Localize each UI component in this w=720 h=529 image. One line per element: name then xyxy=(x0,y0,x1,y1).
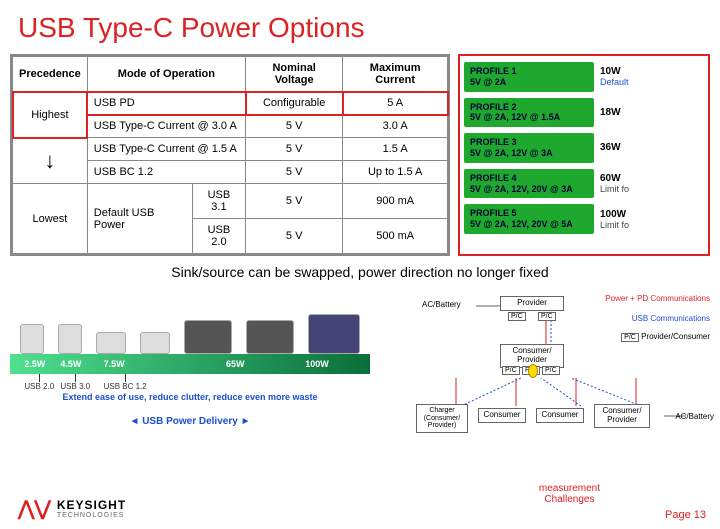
upd-label: ◄ USB Power Delivery ► xyxy=(10,414,370,427)
profile-note: Limit fo xyxy=(600,184,629,194)
pc-label: P/C xyxy=(538,312,556,321)
wedge-value: 100W xyxy=(305,359,329,369)
power-wedge-graphic: 2.5W4.5W7.5W65W100W Extend ease of use, … xyxy=(10,286,370,456)
page-number: Page 13 xyxy=(665,509,706,521)
measurement-label: measurement Challenges xyxy=(539,483,600,505)
profile-box: PROFILE 55V @ 2A, 12V, 20V @ 5A xyxy=(464,204,594,234)
profile-note: Default xyxy=(600,77,629,87)
node-charger: Charger (Consumer/ Provider) xyxy=(416,404,468,433)
slide-title: USB Type-C Power Options xyxy=(0,0,720,54)
device-icon xyxy=(20,324,44,354)
usb-modes-table: Precedence Mode of Operation Nominal Vol… xyxy=(10,54,450,256)
device-icon xyxy=(308,314,360,354)
node-consumer: Consumer xyxy=(478,408,526,423)
profile-box: PROFILE 45V @ 2A, 12V, 20V @ 3A xyxy=(464,169,594,199)
profile-watt: 100W xyxy=(600,209,629,220)
wedge-value: 7.5W xyxy=(104,359,125,369)
profile-watt: 60W xyxy=(600,173,629,184)
node-consumer-provider: Consumer/ Provider xyxy=(594,404,650,428)
wedge-value: 4.5W xyxy=(60,359,81,369)
th-mode: Mode of Operation xyxy=(87,57,245,92)
wedge-tick: USB 2.0 xyxy=(24,374,54,391)
wedge-tick: USB 3.0 xyxy=(60,374,90,391)
profiles-panel: PROFILE 15V @ 2A 10WDefault PROFILE 25V @ … xyxy=(458,54,710,256)
wedge-value: 2.5W xyxy=(24,359,45,369)
logo-mark-icon: ⋀⋁ xyxy=(18,496,51,521)
device-icon xyxy=(140,332,170,354)
acbatt-label: AC/Battery xyxy=(675,412,714,421)
wedge-value: 65W xyxy=(226,359,245,369)
th-voltage: Nominal Voltage xyxy=(246,57,343,92)
keysight-logo: ⋀⋁ KEYSIGHT TECHNOLOGIES xyxy=(18,496,126,521)
device-icon xyxy=(58,324,82,354)
profile-box: PROFILE 35V @ 2A, 12V @ 3A xyxy=(464,133,594,163)
profile-watt: 18W xyxy=(600,107,621,118)
profile-note: Limit fo xyxy=(600,220,629,230)
profile-box: PROFILE 25V @ 2A, 12V @ 1.5A xyxy=(464,98,594,128)
pc-label: P/C xyxy=(508,312,526,321)
node-provider: Provider xyxy=(500,296,564,311)
device-icon xyxy=(96,332,126,354)
device-icon xyxy=(184,320,232,354)
pc-label: P/C xyxy=(542,366,560,375)
logo-sub: TECHNOLOGIES xyxy=(57,512,126,519)
logo-brand: KEYSIGHT xyxy=(57,498,126,512)
acbatt-label: AC/Battery xyxy=(422,300,461,309)
wedge-tick: USB BC 1.2 xyxy=(104,374,147,391)
profile-watt: 36W xyxy=(600,142,621,153)
legend-usb: USB Communications xyxy=(632,314,710,323)
highlight-icon xyxy=(528,364,538,378)
legend-pc: P/C Provider/Consumer xyxy=(621,332,710,341)
legend-power: Power + PD Communications xyxy=(605,294,710,303)
node-consumer: Consumer xyxy=(536,408,584,423)
th-precedence: Precedence xyxy=(13,57,88,92)
device-icon xyxy=(246,320,294,354)
subtitle: Sink/source can be swapped, power direct… xyxy=(0,256,720,286)
th-current: Maximum Current xyxy=(343,57,448,92)
pc-label: P/C xyxy=(502,366,520,375)
topology-diagram: Provider P/C P/C AC/Battery Consumer/ Pr… xyxy=(382,286,710,456)
profile-watt: 10W xyxy=(600,66,629,77)
profile-box: PROFILE 15V @ 2A xyxy=(464,62,594,92)
